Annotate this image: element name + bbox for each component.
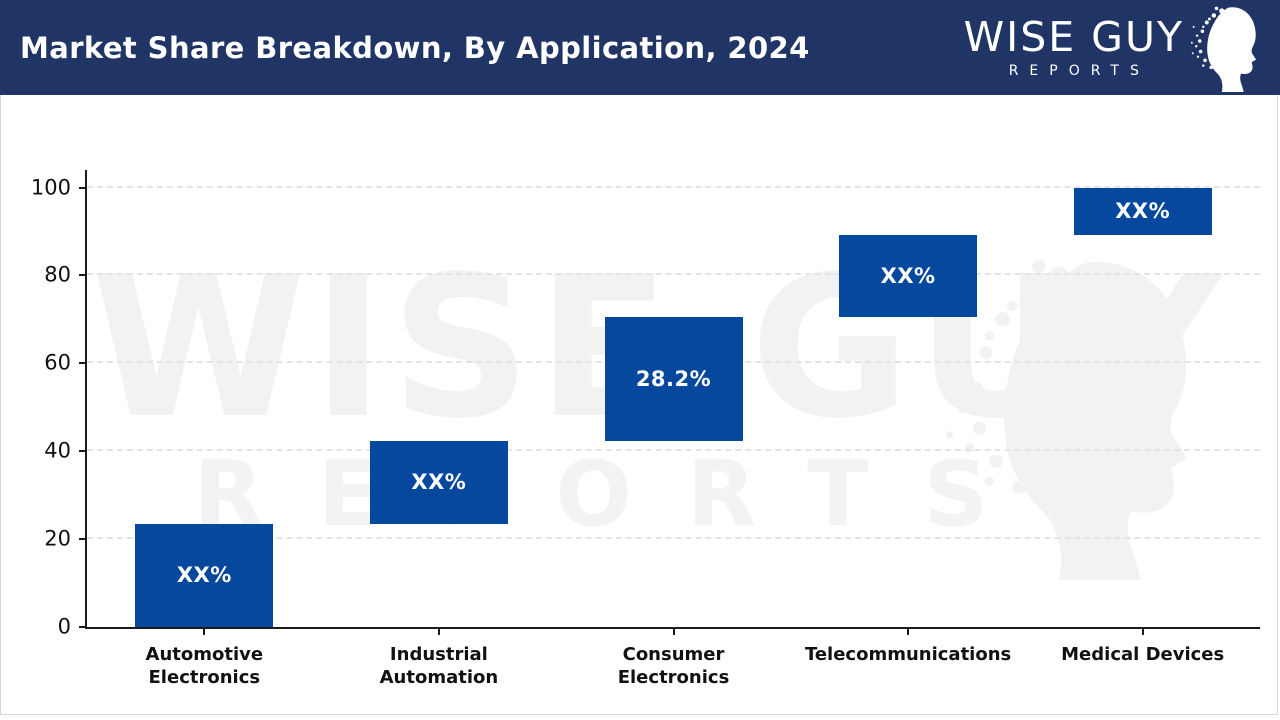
watermark-face-icon — [942, 259, 1188, 580]
xtick-mark-automotive-electronics — [203, 627, 206, 635]
brand-logo-text: WISE GUY REPORTS — [963, 12, 1184, 79]
brand-subtitle: REPORTS — [1008, 62, 1150, 79]
gridline-y20 — [87, 537, 1260, 540]
header-band: Market Share Breakdown, By Application, … — [0, 0, 1280, 95]
ytick-label-60: 60 — [44, 350, 71, 375]
xtick-label-automotive-electronics: Automotive Electronics — [145, 644, 264, 689]
xtick-mark-telecommunications — [907, 627, 910, 635]
page-title: Market Share Breakdown, By Application, … — [20, 30, 810, 65]
bar-automotive-electronics: XX% — [135, 523, 274, 627]
ytick-mark-100 — [79, 186, 87, 189]
bar-consumer-electronics: 28.2% — [604, 317, 743, 442]
ytick-label-80: 80 — [44, 262, 71, 287]
ytick-mark-40 — [79, 450, 87, 453]
brand-name: WISE GUY — [963, 12, 1184, 61]
xtick-label-telecommunications: Telecommunications — [804, 644, 1012, 665]
bar-value-label-automotive-electronics: XX% — [176, 563, 232, 588]
bar-value-label-medical-devices: XX% — [1115, 199, 1171, 224]
ytick-label-100: 100 — [30, 175, 71, 200]
gridline-y80 — [87, 273, 1260, 276]
bar-value-label-telecommunications: XX% — [880, 264, 936, 289]
bar-value-label-industrial-automation: XX% — [411, 470, 467, 495]
ytick-mark-20 — [79, 538, 87, 541]
gridline-y40 — [87, 449, 1260, 452]
face-profile-icon — [1190, 6, 1257, 92]
gridline-y100 — [87, 185, 1260, 188]
chart-card: WISE GUY REPORTS 0 20 40 60 80 100 XX% Automoti… — [0, 95, 1278, 715]
ytick-mark-60 — [79, 362, 87, 365]
ytick-mark-0 — [79, 626, 87, 628]
xtick-label-industrial-automation: Industrial Automation — [379, 644, 499, 689]
ytick-label-40: 40 — [44, 438, 71, 463]
bar-telecommunications: XX% — [839, 235, 978, 318]
plot-area: 0 20 40 60 80 100 XX% Automotive Electronics XX% I… — [31, 170, 1260, 688]
xtick-mark-medical-devices — [1141, 627, 1144, 635]
xtick-mark-consumer-electronics — [672, 627, 675, 635]
ytick-mark-80 — [79, 274, 87, 277]
brand-logo: WISE GUY REPORTS — [964, 4, 1274, 92]
xtick-label-medical-devices: Medical Devices — [1061, 644, 1225, 665]
ytick-label-20: 20 — [44, 526, 71, 551]
bar-medical-devices: XX% — [1073, 187, 1212, 236]
bar-value-label-consumer-electronics: 28.2% — [635, 367, 712, 392]
xtick-mark-industrial-automation — [437, 627, 440, 635]
ytick-label-0: 0 — [57, 614, 71, 639]
xtick-label-consumer-electronics: Consumer Electronics — [617, 644, 730, 689]
bar-industrial-automation: XX% — [369, 441, 508, 524]
